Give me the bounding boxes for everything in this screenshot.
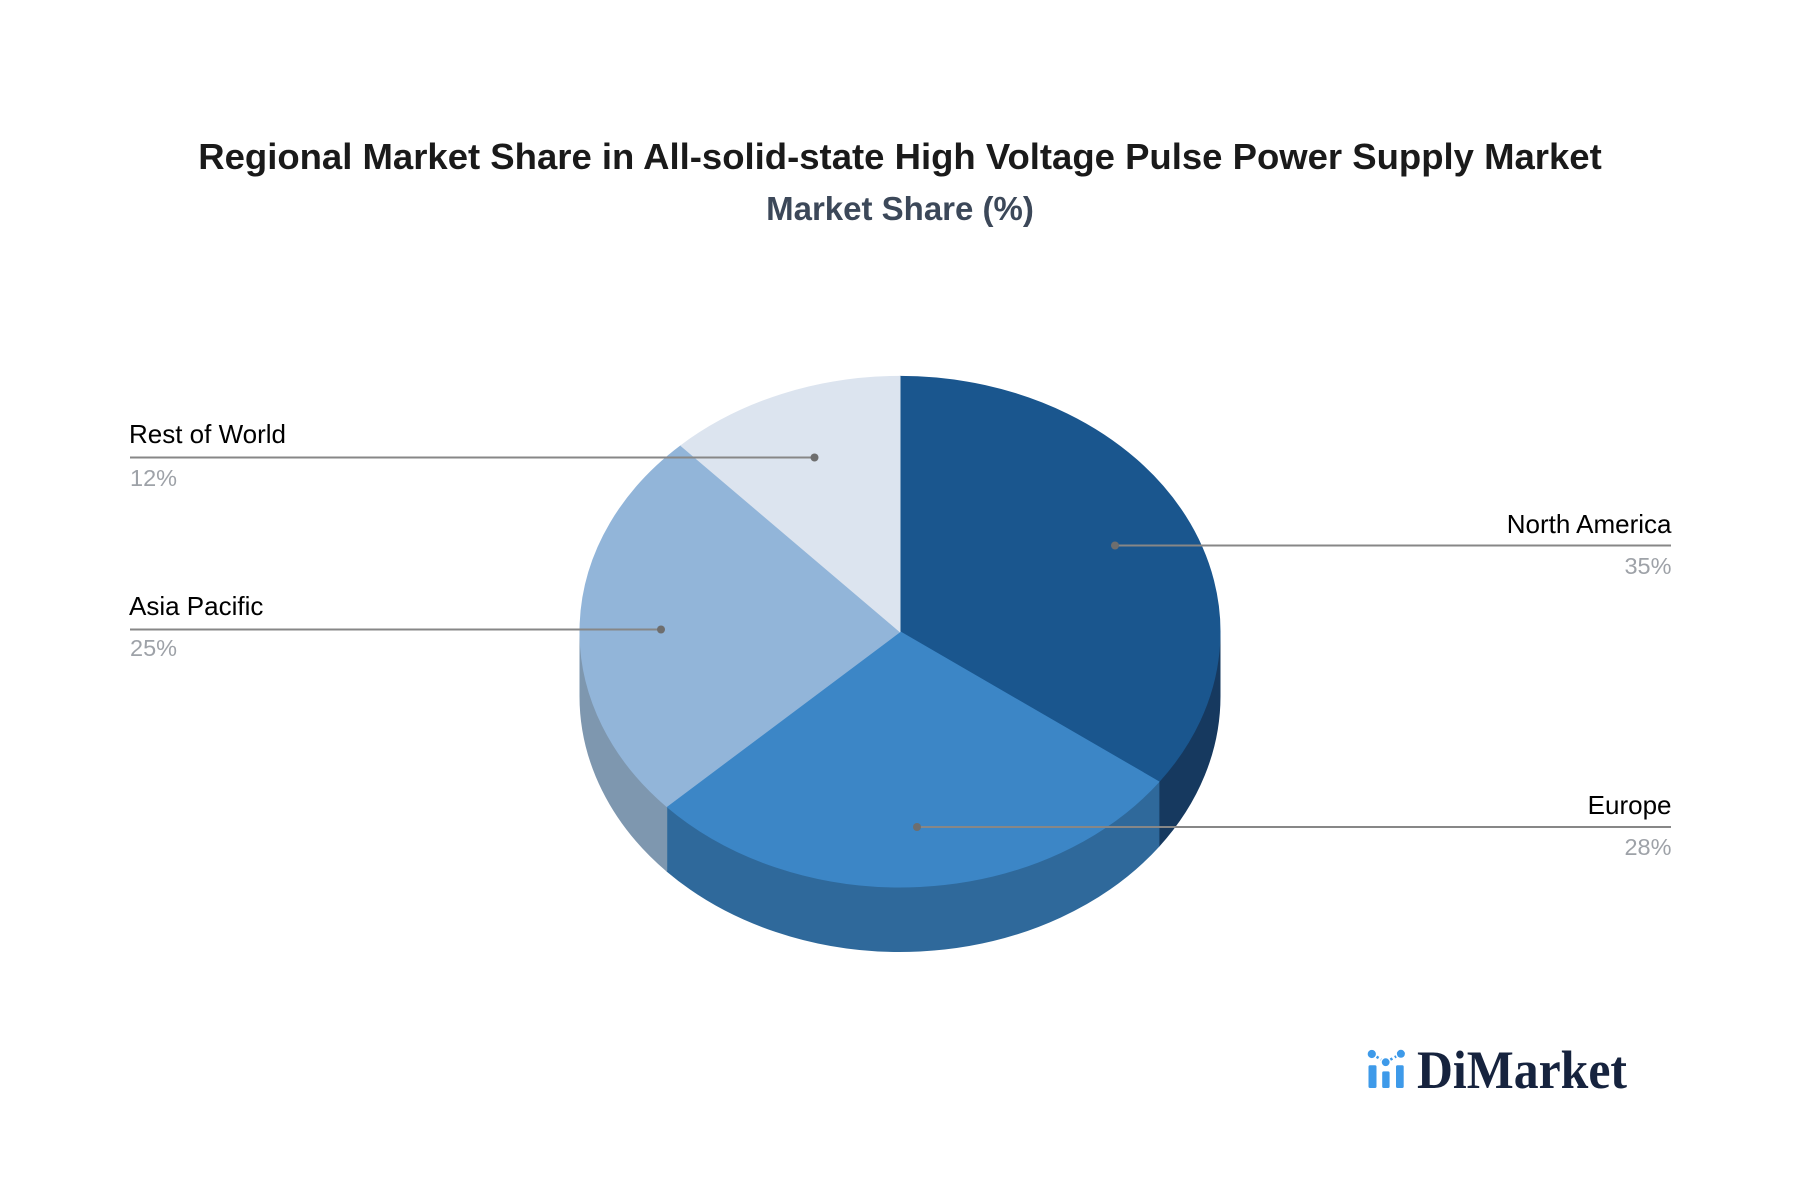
svg-text:DiMarket: DiMarket (1417, 1040, 1627, 1100)
